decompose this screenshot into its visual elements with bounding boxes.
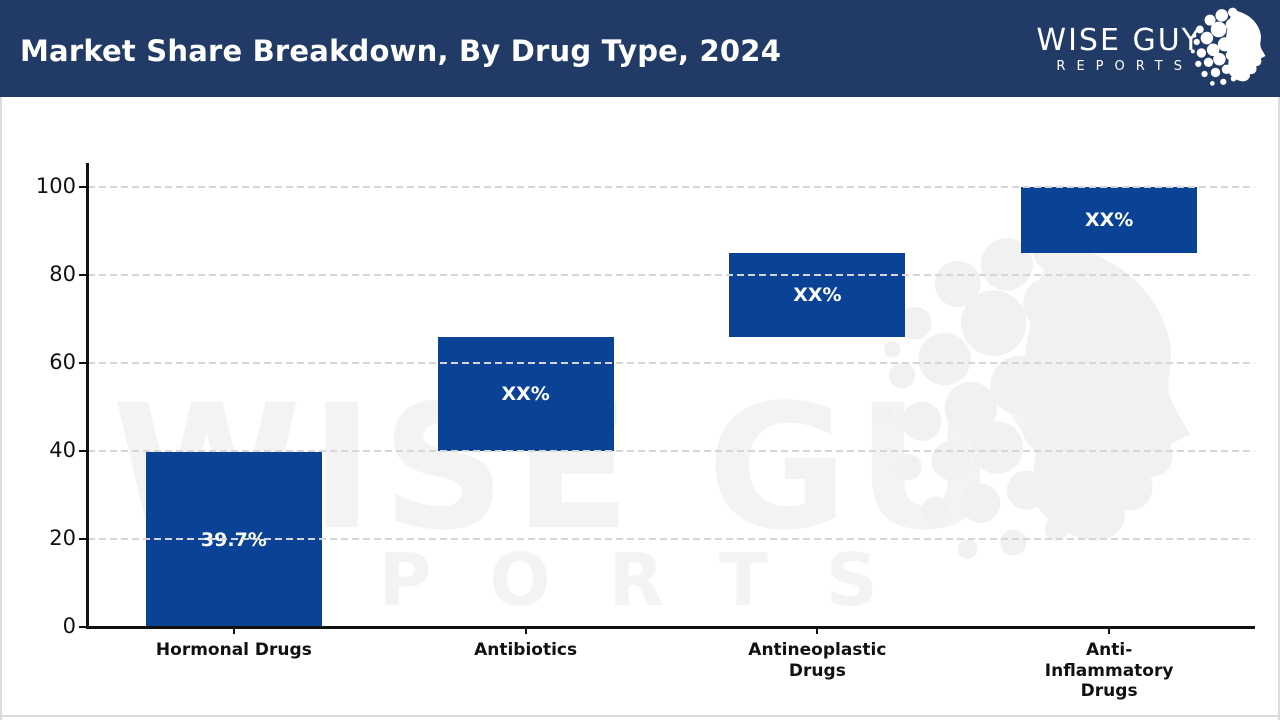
y-tick-60 — [79, 362, 87, 364]
y-tick-label: 0 — [62, 614, 76, 638]
header: Market Share Breakdown, By Drug Type, 20… — [0, 0, 1280, 97]
gridline-60 — [88, 362, 1255, 364]
brand-logo: WISE GUY REPORTS — [1036, 4, 1268, 94]
y-tick-100 — [79, 186, 87, 188]
y-tick-0 — [79, 626, 87, 628]
y-tick-80 — [79, 274, 87, 276]
y-tick-label: 100 — [35, 174, 76, 198]
bar-value-label: XX% — [793, 283, 842, 306]
watermark-head-icon — [877, 231, 1191, 559]
y-tick-20 — [79, 538, 87, 540]
y-tick-label: 80 — [49, 262, 76, 286]
bar-antibiotics: XX% — [437, 336, 614, 451]
x-tick-antineoplastic-drugs — [816, 627, 819, 634]
x-axis-line — [86, 626, 1255, 629]
y-axis-line — [86, 163, 89, 629]
bar-antineoplastic-drugs: XX% — [729, 253, 906, 337]
gridline-100 — [88, 186, 1255, 188]
brand-subname: REPORTS — [1056, 59, 1194, 74]
gridline-20 — [88, 538, 1255, 540]
x-label-anti-inflammatory-drugs: Anti-Inflammatory Drugs — [1044, 640, 1174, 702]
page-title: Market Share Breakdown, By Drug Type, 20… — [20, 34, 782, 68]
gridline-80 — [88, 274, 1255, 276]
bar-value-label: XX% — [1084, 209, 1134, 231]
gridline-40 — [88, 450, 1255, 452]
y-tick-label: 60 — [49, 350, 76, 374]
x-label-antineoplastic-drugs: Antineoplastic Drugs — [748, 640, 887, 681]
left-border — [0, 97, 2, 720]
y-tick-label: 20 — [49, 526, 76, 550]
y-tick-label: 40 — [49, 438, 76, 462]
y-tick-40 — [79, 450, 87, 452]
brand-name: WISE GUY — [1036, 23, 1202, 58]
x-label-hormonal-drugs: Hormonal Drugs — [155, 640, 312, 660]
bar-value-label: XX% — [501, 382, 550, 405]
x-tick-anti-inflammatory-drugs — [1108, 627, 1111, 634]
bottom-border — [0, 715, 1280, 717]
x-tick-antibiotics — [524, 627, 527, 634]
bar-anti-inflammatory-drugs: XX% — [1021, 187, 1198, 253]
brand-logo-text: WISE GUY REPORTS — [1036, 24, 1202, 74]
x-tick-hormonal-drugs — [232, 627, 235, 634]
x-label-antibiotics: Antibiotics — [474, 640, 578, 660]
right-border — [1278, 97, 1280, 720]
brand-head-icon — [1190, 7, 1266, 86]
